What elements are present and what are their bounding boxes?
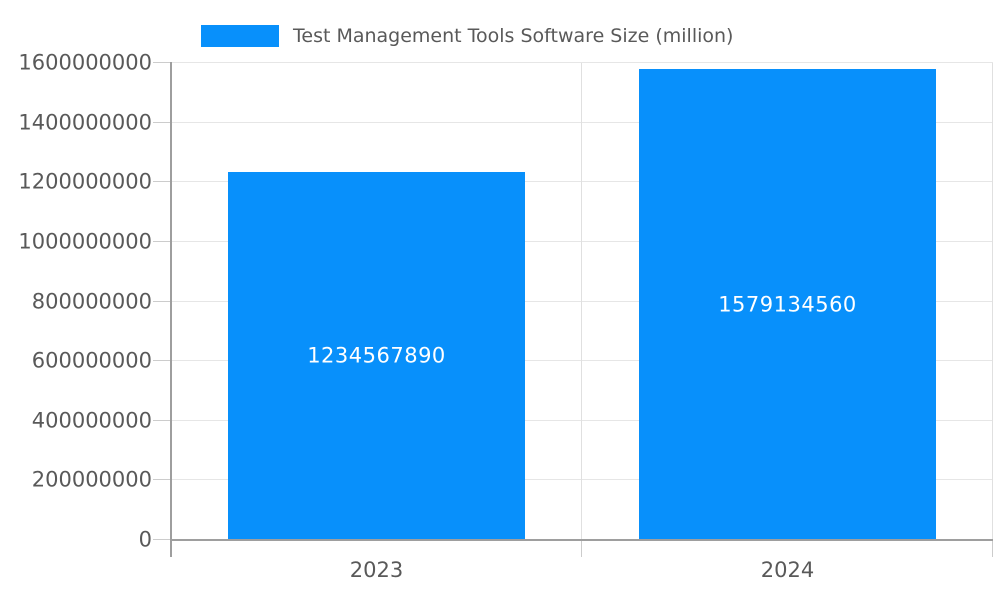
y-axis-tick (153, 300, 171, 302)
y-tick-label: 400000000 (31, 408, 152, 433)
x-axis-line (170, 539, 993, 541)
y-axis-line (170, 62, 172, 557)
y-tick-label: 800000000 (31, 289, 152, 313)
x-axis-tick (581, 540, 582, 557)
y-gridline (171, 181, 993, 183)
legend-label: Test Management Tools Software Size (mil… (293, 25, 734, 47)
y-axis-tick (153, 121, 171, 123)
y-axis-tick (153, 62, 171, 63)
y-gridline (171, 300, 993, 302)
y-axis-tick (153, 479, 171, 481)
y-gridline (171, 121, 993, 123)
y-axis-tick (153, 240, 171, 242)
y-tick-label: 1000000000 (18, 229, 152, 254)
y-gridline (171, 419, 993, 421)
x-axis-tick (992, 540, 993, 557)
x-tick-label: 2023 (349, 558, 404, 582)
y-tick-label: 1200000000 (18, 169, 152, 194)
y-tick-label: 600000000 (31, 348, 152, 373)
y-tick-label: 1400000000 (18, 110, 152, 135)
y-axis-tick (153, 419, 171, 421)
y-tick-label: 200000000 (31, 467, 152, 492)
bar-2023 (228, 171, 525, 540)
bar-2024 (639, 69, 936, 540)
y-gridline (171, 240, 993, 242)
y-axis-tick (153, 360, 171, 362)
plot-right-border (992, 63, 993, 540)
y-gridline (171, 479, 993, 481)
x-tick-label: 2024 (760, 558, 815, 582)
y-gridline (171, 62, 993, 63)
y-axis-tick (153, 539, 171, 540)
bar-value-label: 1234567890 (307, 343, 446, 368)
y-tick-label: 0 (138, 527, 152, 552)
y-gridline (171, 360, 993, 362)
legend: Test Management Tools Software Size (mil… (201, 25, 733, 47)
category-divider (581, 63, 582, 540)
bar-value-label: 1579134560 (718, 292, 857, 317)
y-axis-tick (153, 181, 171, 183)
y-tick-label: 1600000000 (18, 50, 152, 75)
legend-swatch (201, 25, 279, 47)
